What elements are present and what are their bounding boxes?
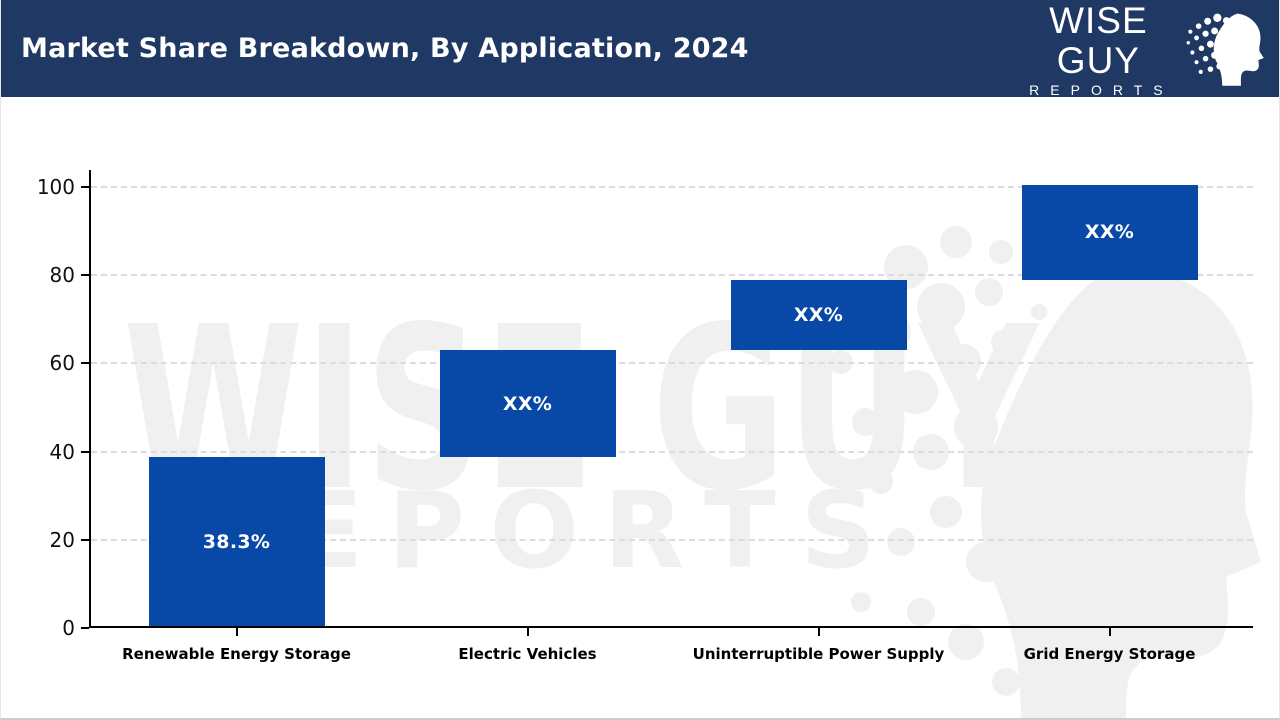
wiseguy-logo: WISE GUY REPORTS — [1005, 0, 1265, 98]
y-axis-tick-label: 100 — [36, 175, 75, 199]
y-axis-tick — [81, 362, 89, 365]
y-axis-tick — [81, 538, 89, 541]
x-axis-category-label: Uninterruptible Power Supply — [692, 645, 945, 663]
gridline-20 — [91, 538, 1253, 541]
y-axis-tick-label: 80 — [49, 263, 75, 288]
logo-face-icon — [1186, 13, 1264, 86]
y-axis-tick — [81, 627, 89, 629]
header-bar: Market Share Breakdown, By Application, … — [1, 0, 1279, 98]
gridline-80 — [91, 274, 1253, 277]
y-axis-tick-label: 60 — [49, 351, 75, 376]
logo-wordmark-line1: WISE GUY — [1049, 0, 1148, 81]
y-axis-tick-label: 40 — [49, 439, 75, 464]
y-axis-tick-label: 0 — [62, 616, 75, 640]
y-axis-tick — [81, 274, 89, 277]
bar-2: XX% — [439, 350, 616, 458]
x-axis-category-label: Renewable Energy Storage — [122, 645, 351, 663]
x-axis-tick — [817, 628, 820, 636]
chart-area: WISE GUY REPORTS — [1, 97, 1279, 718]
y-axis-tick — [81, 450, 89, 453]
bar-value-label: 38.3% — [202, 530, 271, 553]
bar-1: 38.3% — [148, 457, 325, 626]
gridline-40 — [91, 450, 1253, 453]
x-axis-tick — [526, 628, 529, 636]
bar-3: XX% — [730, 279, 907, 351]
logo-wordmark: WISE GUY REPORTS — [1005, 0, 1192, 98]
gridline-60 — [91, 362, 1253, 365]
plot-area: 0 20 40 60 80 100 38.3% Renewable Energy Storag… — [37, 170, 1253, 663]
bar-value-label: XX% — [1084, 221, 1135, 244]
bar-4: XX% — [1021, 185, 1198, 280]
x-axis-tick — [235, 628, 238, 636]
page-title: Market Share Breakdown, By Application, … — [21, 33, 749, 64]
x-axis-category-label: Electric Vehicles — [458, 645, 597, 663]
bar-value-label: XX% — [502, 392, 553, 415]
y-axis-tick-label: 20 — [49, 527, 75, 552]
gridline-100 — [91, 186, 1253, 188]
bar-value-label: XX% — [793, 304, 844, 327]
x-axis-category-label: Grid Energy Storage — [1023, 645, 1196, 663]
logo-wordmark-line2: REPORTS — [1029, 81, 1174, 98]
y-axis-tick — [81, 186, 89, 188]
x-axis-tick — [1108, 628, 1111, 636]
